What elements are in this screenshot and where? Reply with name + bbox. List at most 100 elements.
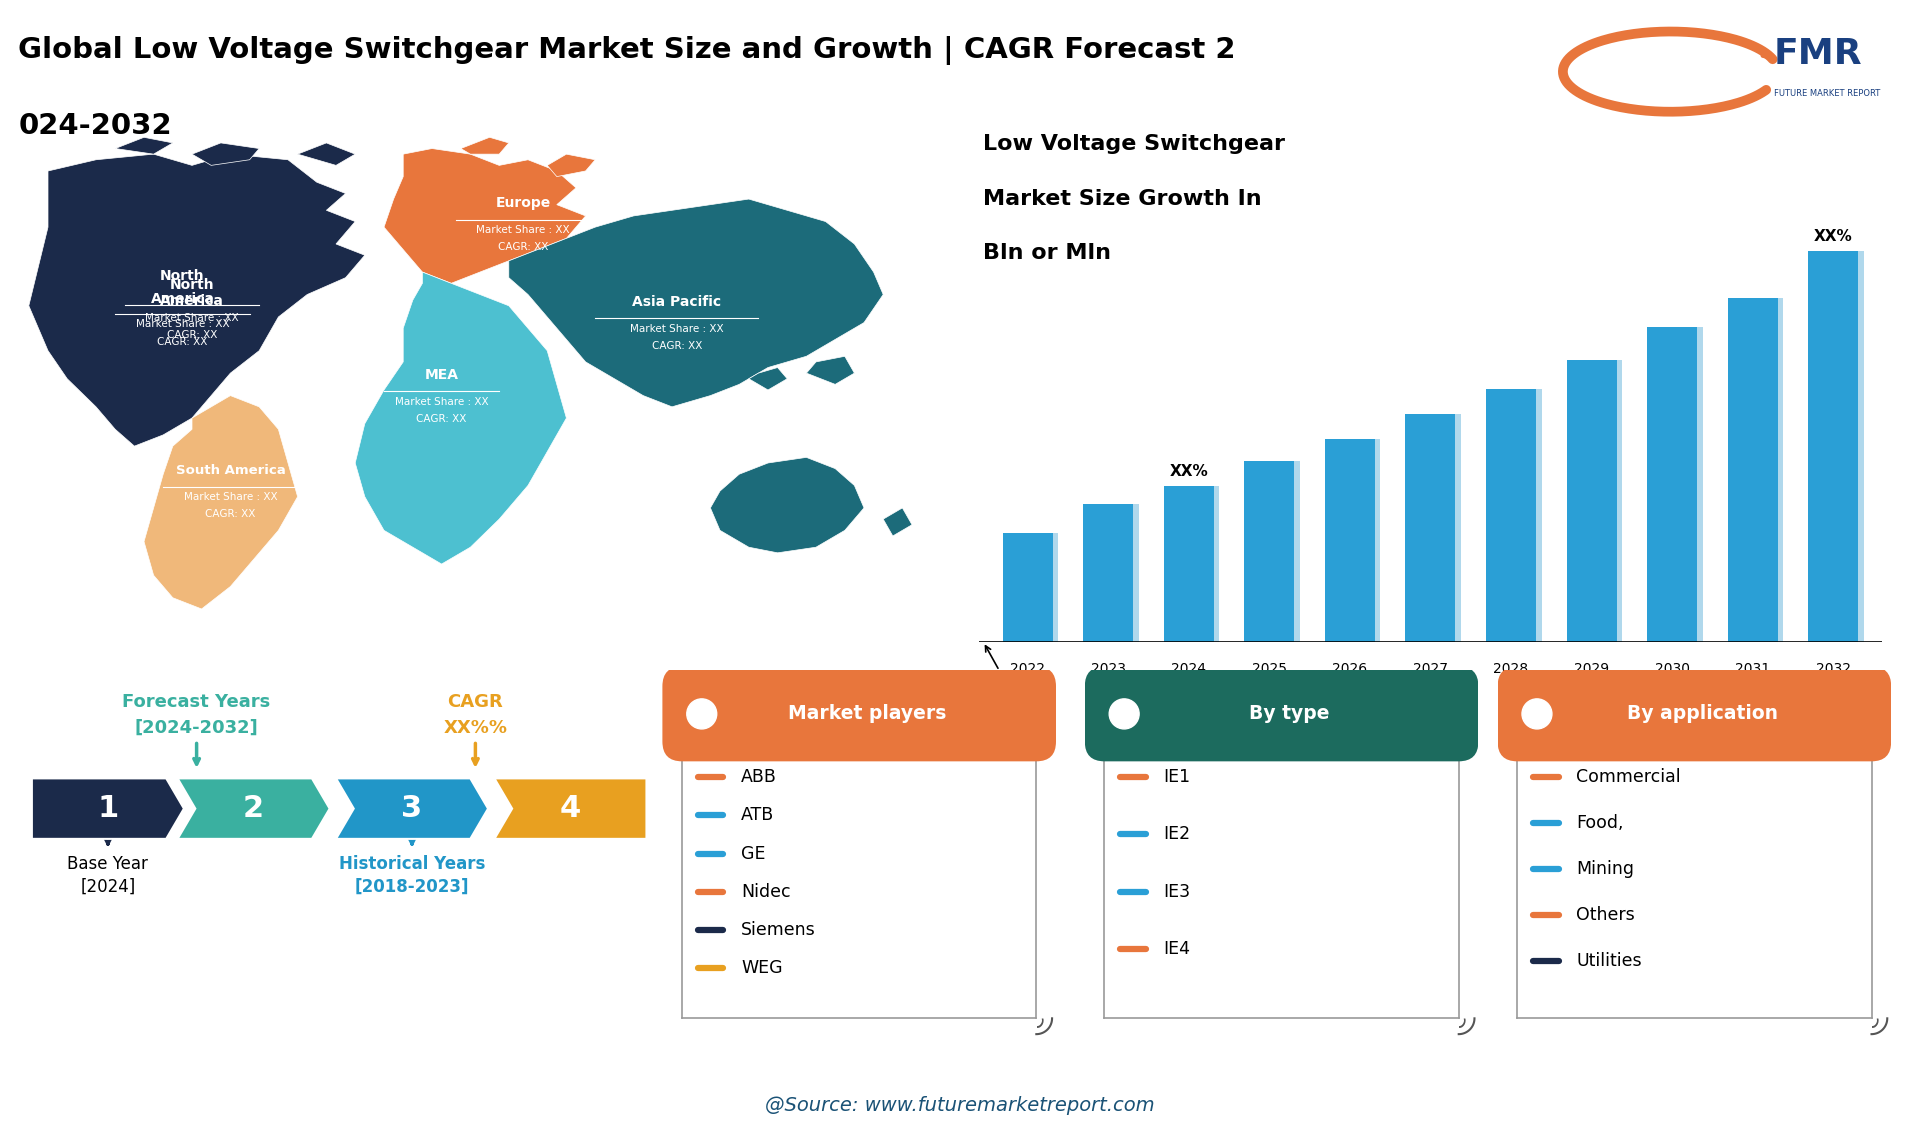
- Text: By application: By application: [1626, 705, 1778, 723]
- Bar: [1492, 388, 1542, 642]
- Text: IE1: IE1: [1164, 768, 1190, 786]
- Bar: [1647, 328, 1697, 642]
- Polygon shape: [509, 199, 883, 407]
- Text: 2031: 2031: [1736, 661, 1770, 676]
- Text: ATB: ATB: [741, 807, 774, 824]
- Polygon shape: [461, 138, 509, 154]
- Text: IE3: IE3: [1164, 882, 1190, 901]
- Circle shape: [687, 699, 716, 729]
- FancyBboxPatch shape: [1085, 667, 1478, 761]
- Text: Forecast Years: Forecast Years: [123, 692, 271, 711]
- Text: Others: Others: [1576, 905, 1636, 924]
- Text: Global Low Voltage Switchgear Market Size and Growth | CAGR Forecast 2: Global Low Voltage Switchgear Market Siz…: [19, 36, 1236, 65]
- Text: 2024: 2024: [1171, 661, 1206, 676]
- Text: ABB: ABB: [741, 768, 778, 786]
- Bar: [1572, 360, 1622, 642]
- Bar: [1008, 533, 1058, 642]
- Bar: [1411, 414, 1461, 642]
- Text: MEA: MEA: [424, 368, 459, 382]
- Polygon shape: [144, 395, 298, 609]
- Text: FUTURE MARKET REPORT: FUTURE MARKET REPORT: [1774, 88, 1880, 97]
- Circle shape: [1523, 699, 1551, 729]
- FancyBboxPatch shape: [1498, 667, 1891, 761]
- Text: North
America: North America: [159, 278, 225, 308]
- Bar: [1809, 251, 1859, 642]
- Text: North: North: [159, 269, 205, 283]
- Text: Nidec: Nidec: [741, 882, 791, 901]
- Bar: [1486, 388, 1536, 642]
- Bar: [1728, 298, 1778, 642]
- Text: 024-2032: 024-2032: [19, 111, 173, 140]
- Polygon shape: [298, 143, 355, 165]
- Text: IE4: IE4: [1164, 940, 1190, 958]
- Text: 2025: 2025: [1252, 661, 1286, 676]
- Text: Commercial: Commercial: [1576, 768, 1680, 786]
- Text: 4: 4: [561, 794, 582, 823]
- Polygon shape: [384, 149, 586, 283]
- Text: CAGR: XX: CAGR: XX: [205, 509, 255, 519]
- Text: 3: 3: [401, 794, 422, 823]
- Bar: [1567, 360, 1617, 642]
- Text: GE: GE: [741, 845, 766, 863]
- Text: 2022: 2022: [1010, 661, 1044, 676]
- FancyBboxPatch shape: [662, 667, 1056, 761]
- Text: Food,: Food,: [1576, 814, 1624, 832]
- Text: XX%: XX%: [1814, 229, 1853, 244]
- Text: Bln or Mln: Bln or Mln: [983, 243, 1112, 264]
- Text: Siemens: Siemens: [741, 921, 816, 939]
- Text: CAGR: XX: CAGR: XX: [497, 242, 549, 252]
- Text: CAGR: XX: CAGR: XX: [651, 342, 703, 351]
- Text: Utilities: Utilities: [1576, 951, 1642, 970]
- Polygon shape: [547, 154, 595, 176]
- Polygon shape: [29, 154, 365, 446]
- Text: 2023: 2023: [1091, 661, 1125, 676]
- Polygon shape: [177, 778, 330, 839]
- Text: [2024-2032]: [2024-2032]: [134, 719, 259, 737]
- Polygon shape: [806, 356, 854, 384]
- Text: 2027: 2027: [1413, 661, 1448, 676]
- Polygon shape: [495, 778, 647, 839]
- Bar: [1083, 504, 1133, 642]
- Polygon shape: [749, 368, 787, 390]
- Bar: [1089, 504, 1139, 642]
- Text: Market Share : XX: Market Share : XX: [476, 225, 570, 235]
- Text: ٫: ٫: [1872, 1011, 1880, 1030]
- Text: Europe: Europe: [495, 196, 551, 211]
- Text: [2024]: [2024]: [81, 878, 136, 896]
- Text: FMR: FMR: [1774, 38, 1862, 71]
- Text: By type: By type: [1250, 705, 1331, 723]
- Text: Market Share : XX: Market Share : XX: [396, 398, 488, 407]
- Text: 2032: 2032: [1816, 661, 1851, 676]
- Text: Market Share : XX: Market Share : XX: [630, 324, 724, 335]
- Bar: [1814, 251, 1864, 642]
- Bar: [1164, 486, 1213, 642]
- Text: CAGR: XX: CAGR: XX: [417, 414, 467, 424]
- Text: South America: South America: [175, 464, 286, 477]
- Text: Mining: Mining: [1576, 860, 1634, 878]
- Polygon shape: [336, 778, 488, 839]
- Polygon shape: [192, 143, 259, 165]
- Text: Low Voltage Switchgear: Low Voltage Switchgear: [983, 134, 1284, 154]
- Bar: [1002, 533, 1052, 642]
- Text: 2: 2: [244, 794, 265, 823]
- Text: Market Share : XX: Market Share : XX: [184, 492, 276, 502]
- Bar: [1331, 439, 1380, 642]
- Bar: [1169, 486, 1219, 642]
- Polygon shape: [115, 138, 173, 154]
- Bar: [1244, 461, 1294, 642]
- Text: CAGR: XX: CAGR: XX: [167, 330, 217, 340]
- Bar: [1325, 439, 1375, 642]
- Bar: [1734, 298, 1784, 642]
- Text: XX%%: XX%%: [444, 719, 507, 737]
- Polygon shape: [710, 457, 864, 552]
- Text: ٫: ٫: [1037, 1011, 1044, 1030]
- Bar: [1405, 414, 1455, 642]
- Text: IE2: IE2: [1164, 825, 1190, 843]
- Bar: [1250, 461, 1300, 642]
- Text: 2026: 2026: [1332, 661, 1367, 676]
- Text: Base Year: Base Year: [67, 855, 148, 873]
- Text: Market Share : XX: Market Share : XX: [146, 313, 238, 323]
- Text: Market Size Growth In: Market Size Growth In: [983, 189, 1261, 209]
- Text: Historical Years: Historical Years: [338, 855, 486, 873]
- Text: Asia Pacific: Asia Pacific: [632, 295, 722, 308]
